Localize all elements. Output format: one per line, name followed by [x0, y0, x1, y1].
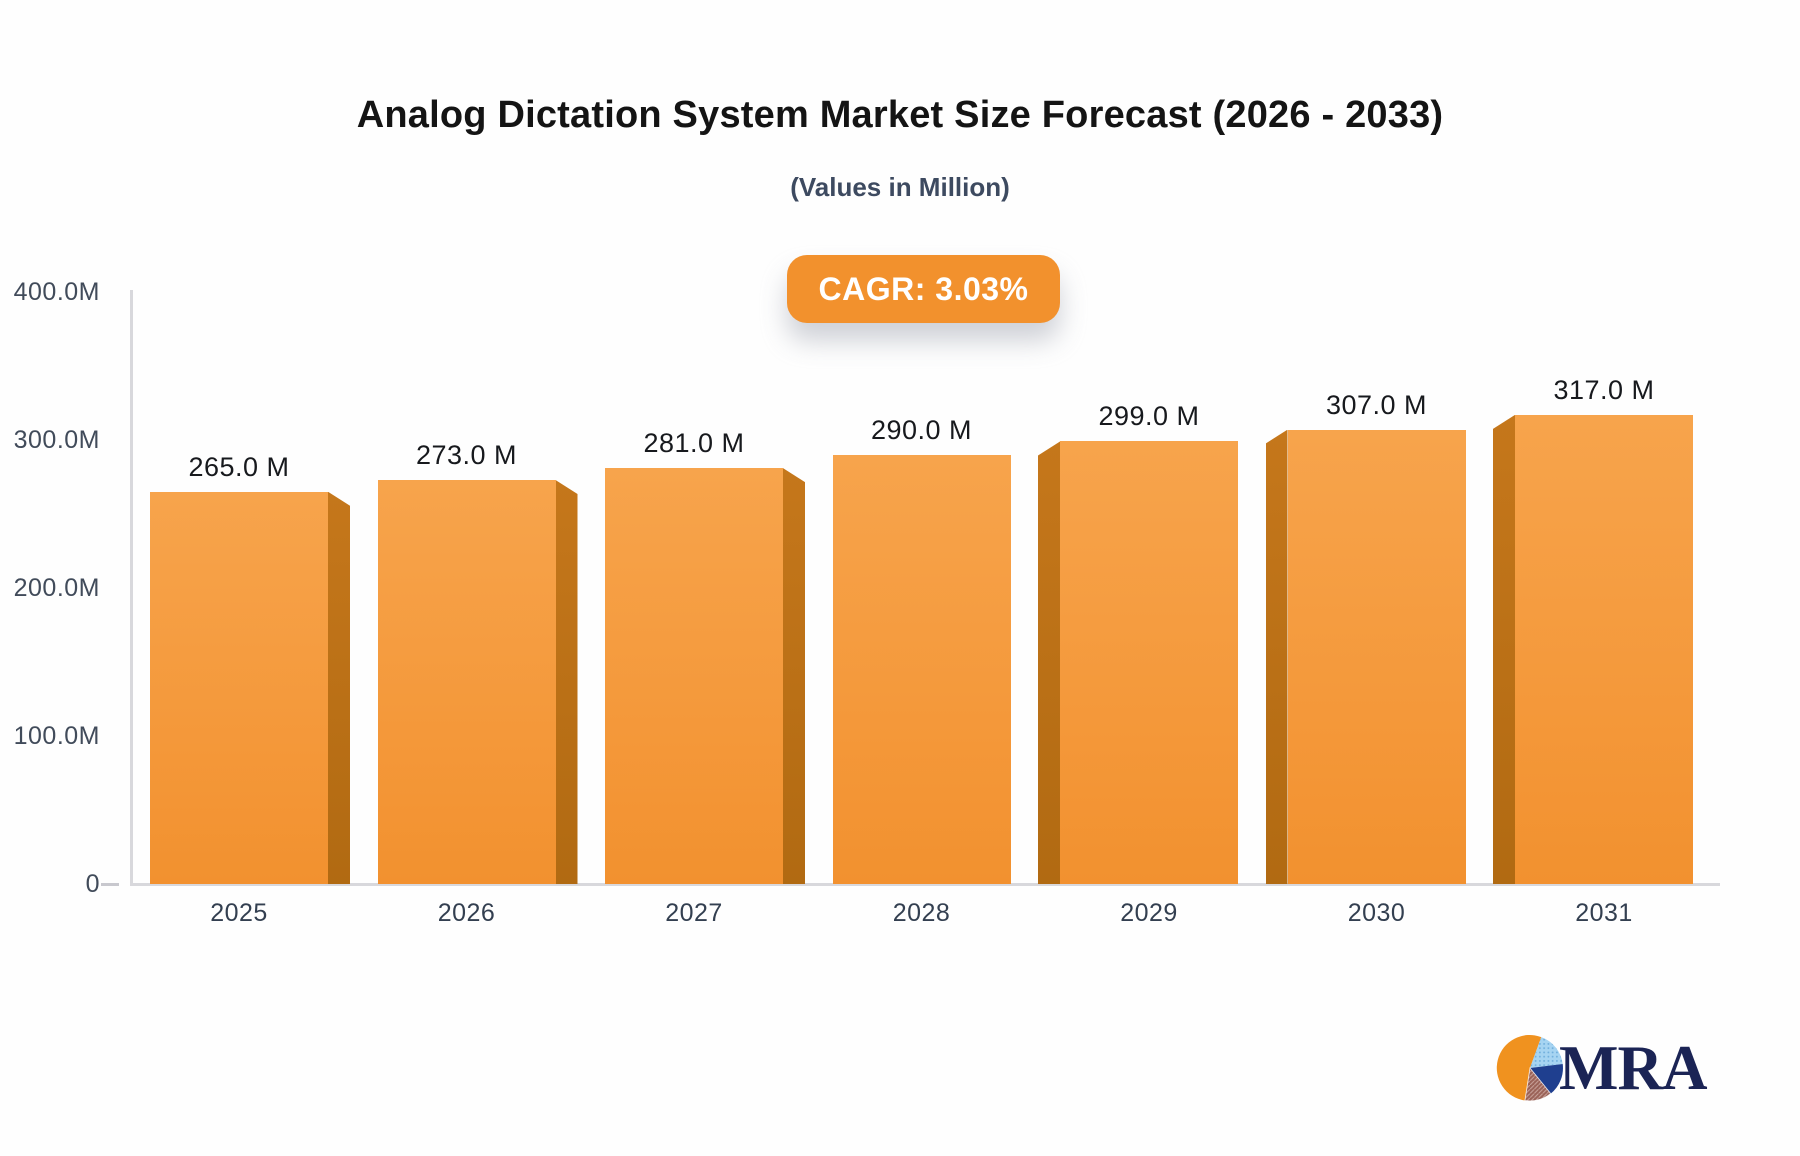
pie-chart-icon [1496, 1034, 1563, 1102]
bar-value-label: 299.0 M [1098, 401, 1200, 432]
bar-side-3d [783, 468, 805, 884]
mra-logo: MRA [1496, 1033, 1707, 1103]
bar-face [832, 454, 1011, 884]
x-tick-label: 2026 [437, 899, 496, 927]
bar-face [1060, 441, 1238, 884]
pie-slice-lightblue [1530, 1037, 1563, 1068]
zero-tick-mark [101, 883, 119, 886]
pie-slice-maroon [1524, 1066, 1552, 1102]
bar-2031 [1493, 414, 1693, 884]
chart-subtitle: (Values in Million) [790, 172, 1010, 202]
y-tick-label: 400.0M [13, 278, 100, 306]
y-tick-label: 200.0M [13, 574, 100, 602]
bar-face [1287, 429, 1466, 884]
bar-value-label: 307.0 M [1325, 389, 1428, 420]
x-tick-label: 2031 [1575, 899, 1633, 927]
bar-side-3d [328, 491, 350, 884]
bar-face [605, 468, 783, 884]
bar-2028 [832, 454, 1011, 884]
cagr-badge-label: CAGR: 3.03% [818, 270, 1029, 307]
bar-side-3d [1493, 414, 1515, 884]
bar-2025 [150, 491, 350, 884]
chart-title: Analog Dictation System Market Size Fore… [356, 94, 1444, 136]
bar-value-label: 281.0 M [643, 428, 745, 459]
x-tick-label: 2025 [210, 899, 268, 927]
bar-face [1515, 414, 1693, 884]
bar-side-3d [1265, 429, 1288, 884]
y-axis-line [130, 290, 133, 886]
x-tick-label: 2030 [1347, 899, 1406, 927]
bar-value-label: 317.0 M [1553, 374, 1655, 405]
pie-slice-navy [1530, 1063, 1563, 1094]
bar-value-label: 290.0 M [870, 414, 973, 445]
pie-slice-orange [1496, 1034, 1542, 1101]
x-tick-label: 2027 [665, 899, 723, 927]
bar-value-label: 265.0 M [188, 451, 290, 482]
logo-text: MRA [1559, 1033, 1707, 1103]
y-tick-label: 100.0M [13, 722, 100, 750]
bar-2030 [1265, 429, 1466, 884]
y-tick-label: 300.0M [13, 426, 100, 454]
bar-2026 [377, 479, 578, 884]
bar-2027 [605, 468, 805, 884]
cagr-badge: CAGR: 3.03% [787, 255, 1060, 323]
bar-value-label: 273.0 M [415, 439, 518, 470]
x-tick-label: 2028 [892, 899, 951, 927]
bar-face [150, 491, 328, 884]
x-tick-label: 2029 [1120, 899, 1178, 927]
bar-2029 [1038, 441, 1238, 884]
x-axis-line [130, 883, 1720, 886]
bar-face [377, 479, 556, 884]
bar-side-3d [555, 479, 578, 884]
bar-side-3d [1038, 441, 1060, 884]
y-tick-label: 0 [85, 870, 100, 898]
